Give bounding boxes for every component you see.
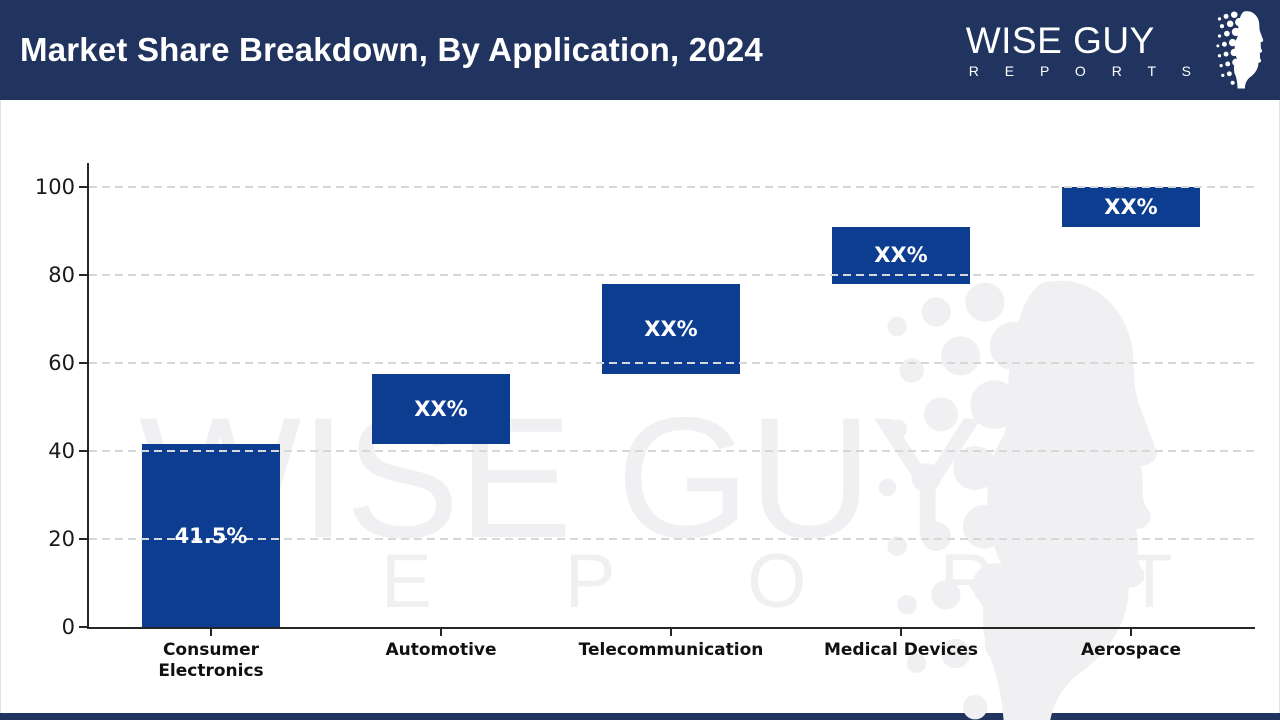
y-axis-tick-label: 40: [48, 439, 75, 463]
y-axis-tick: [79, 450, 87, 452]
gridline: [89, 450, 1255, 452]
y-axis-tick: [79, 626, 87, 628]
gridline: [89, 186, 1255, 188]
footer-bar: [0, 713, 1280, 720]
logo-tagline: R E P O R T S: [968, 62, 1202, 79]
bar-aerospace: [1062, 187, 1200, 227]
x-axis-tick: [900, 629, 902, 636]
gridline: [89, 538, 1255, 540]
y-axis-tick-label: 20: [48, 527, 75, 551]
watermark-wordmark: WISE GUY: [139, 382, 985, 574]
bar-value-label: XX%: [1104, 194, 1158, 219]
logo-wordmark: WISE GUY: [965, 19, 1155, 61]
y-axis-tick: [79, 362, 87, 364]
logo-text: WISE GUY R E P O R T S: [966, 22, 1202, 79]
x-axis-tick: [1130, 629, 1132, 636]
chart-canvas: WISE GUY R E P O R T S: [0, 100, 1280, 720]
y-axis-tick-label: 60: [48, 351, 75, 375]
y-axis-tick-label: 100: [34, 175, 75, 199]
x-axis-tick-label: Medical Devices: [823, 640, 978, 660]
page-title: Market Share Breakdown, By Application, …: [20, 31, 763, 68]
x-axis-tick-label: Automotive: [385, 640, 497, 660]
header-bar: Market Share Breakdown, By Application, …: [0, 0, 1280, 100]
x-axis-tick-label: Consumer Electronics: [158, 640, 264, 681]
x-axis-spine: [87, 627, 1255, 629]
y-axis-tick-label: 80: [48, 263, 75, 287]
x-axis-tick: [210, 629, 212, 636]
bar-telecommunication: [602, 283, 740, 374]
x-axis-tick-label: Telecommunication: [578, 640, 764, 660]
x-axis-tick: [670, 629, 672, 636]
bar-consumer-electronics: [142, 444, 280, 627]
y-axis-tick: [79, 186, 87, 188]
x-axis-tick-label: Aerospace: [1080, 640, 1182, 660]
y-axis-tick: [79, 274, 87, 276]
gridline: [89, 362, 1255, 364]
y-axis-tick-label: 0: [61, 615, 75, 639]
bar-value-label: XX%: [414, 397, 468, 422]
y-axis-spine: [87, 163, 89, 629]
bar-value-label: XX%: [644, 316, 698, 341]
wise-guy-reports-logo: WISE GUY R E P O R T S: [966, 6, 1272, 94]
gridline: [89, 274, 1255, 276]
bar-automotive: [372, 374, 510, 445]
bar-value-label: 41.5%: [174, 523, 248, 548]
x-axis-tick: [440, 629, 442, 636]
bar-value-label: XX%: [874, 243, 928, 268]
y-axis-tick: [79, 538, 87, 540]
